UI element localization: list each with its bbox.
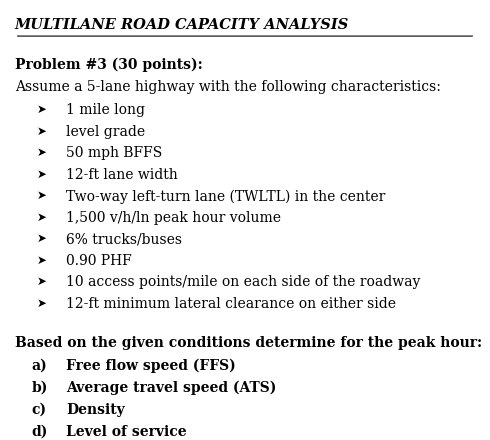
Text: ➤: ➤ — [37, 146, 47, 159]
Text: c): c) — [32, 403, 47, 417]
Text: 50 mph BFFS: 50 mph BFFS — [66, 146, 162, 160]
Text: a): a) — [32, 359, 48, 373]
Text: 1,500 v/h/ln peak hour volume: 1,500 v/h/ln peak hour volume — [66, 211, 281, 225]
Text: ➤: ➤ — [37, 168, 47, 181]
Text: Based on the given conditions determine for the peak hour:: Based on the given conditions determine … — [15, 336, 482, 350]
Text: Level of service: Level of service — [66, 425, 187, 439]
Text: ➤: ➤ — [37, 275, 47, 289]
Text: 6% trucks/buses: 6% trucks/buses — [66, 232, 182, 246]
Text: 1 mile long: 1 mile long — [66, 103, 145, 117]
Text: Problem #3 (30 points):: Problem #3 (30 points): — [15, 57, 202, 72]
Text: MULTILANE ROAD CAPACITY ANALYSIS: MULTILANE ROAD CAPACITY ANALYSIS — [15, 18, 349, 32]
Text: ➤: ➤ — [37, 297, 47, 310]
Text: Assume a 5-lane highway with the following characteristics:: Assume a 5-lane highway with the followi… — [15, 80, 441, 94]
Text: ➤: ➤ — [37, 232, 47, 246]
Text: ➤: ➤ — [37, 103, 47, 116]
Text: 12-ft minimum lateral clearance on either side: 12-ft minimum lateral clearance on eithe… — [66, 297, 396, 311]
Text: d): d) — [32, 425, 48, 439]
Text: 0.90 PHF: 0.90 PHF — [66, 254, 132, 268]
Text: 12-ft lane width: 12-ft lane width — [66, 168, 178, 182]
Text: Average travel speed (ATS): Average travel speed (ATS) — [66, 381, 276, 396]
Text: ➤: ➤ — [37, 125, 47, 138]
Text: 10 access points/mile on each side of the roadway: 10 access points/mile on each side of th… — [66, 275, 420, 290]
Text: ➤: ➤ — [37, 189, 47, 202]
Text: b): b) — [32, 381, 48, 395]
Text: level grade: level grade — [66, 125, 145, 139]
Text: Density: Density — [66, 403, 125, 417]
Text: ➤: ➤ — [37, 211, 47, 224]
Text: Two-way left-turn lane (TWLTL) in the center: Two-way left-turn lane (TWLTL) in the ce… — [66, 189, 386, 204]
Text: Free flow speed (FFS): Free flow speed (FFS) — [66, 359, 236, 374]
Text: ➤: ➤ — [37, 254, 47, 267]
